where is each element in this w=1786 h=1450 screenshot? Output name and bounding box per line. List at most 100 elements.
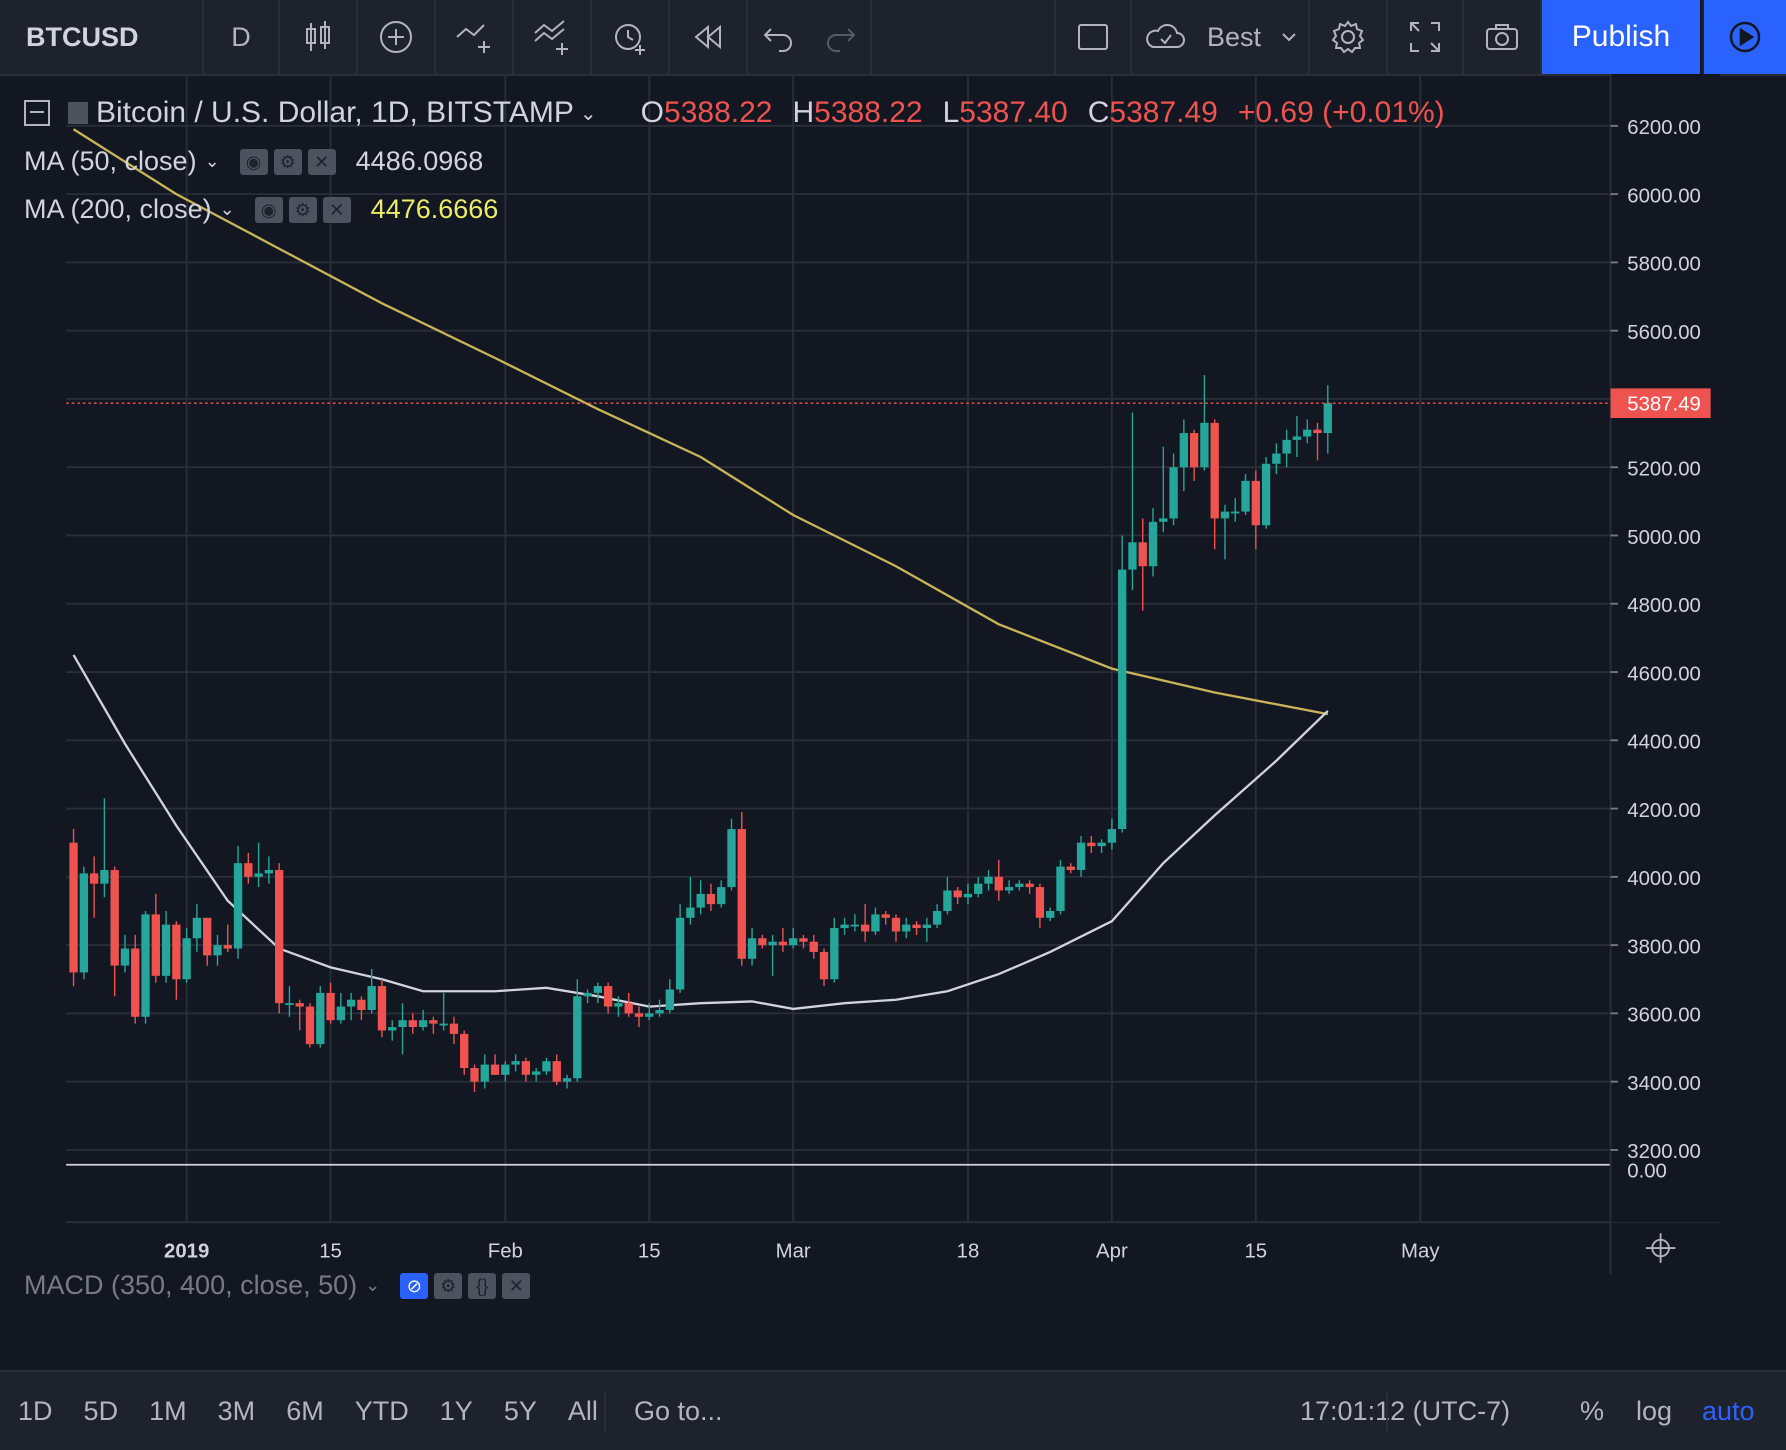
range-5y[interactable]: 5Y	[503, 1395, 537, 1426]
chevron-down-icon[interactable]: ⌄	[219, 199, 235, 219]
ma200-legend[interactable]: MA (200, close) ⌄ ◉ ⚙ ✕ 4476.6666	[24, 194, 498, 225]
gear-icon[interactable]: ⚙	[434, 1272, 463, 1299]
close-icon[interactable]: ✕	[307, 148, 336, 175]
candle-body	[1272, 453, 1281, 464]
alert-icon[interactable]	[592, 0, 670, 74]
candle-body	[871, 914, 880, 932]
gear-icon[interactable]: ⚙	[273, 148, 302, 175]
chart-style-dropdown[interactable]: Best	[1132, 0, 1310, 74]
redo-icon[interactable]	[820, 17, 860, 57]
candle	[521, 1057, 531, 1082]
candle-body	[213, 945, 222, 956]
indicators-icon[interactable]	[514, 0, 592, 74]
last-price-label: 5387.49	[1627, 394, 1701, 416]
low-label: L	[942, 96, 960, 129]
collapse-icon[interactable]	[24, 100, 50, 126]
last-price-badge	[1610, 388, 1711, 419]
range-all[interactable]: All	[567, 1395, 598, 1426]
macd-legend[interactable]: MACD (350, 400, close, 50) ⌄ ⊘ ⚙{} ✕	[24, 1270, 536, 1301]
auto-scale-icon[interactable]	[1645, 1233, 1676, 1263]
candle	[1159, 446, 1168, 533]
candle-body	[819, 951, 829, 980]
time-tick-label: 15	[638, 1240, 661, 1262]
candle-body	[593, 986, 603, 993]
goto-button[interactable]: Go to...	[634, 1372, 723, 1450]
price-tick-label: 5800.00	[1627, 254, 1701, 276]
range-6m[interactable]: 6M	[286, 1395, 324, 1426]
interval-button[interactable]: D	[204, 0, 280, 74]
candle-body	[1097, 842, 1106, 847]
candle	[182, 928, 191, 983]
candle-body	[1179, 433, 1189, 468]
divider	[1386, 1391, 1388, 1431]
eye-hidden-icon[interactable]: ⊘	[400, 1272, 429, 1299]
range-ytd[interactable]: YTD	[354, 1395, 409, 1426]
eye-icon[interactable]: ◉	[254, 196, 283, 223]
price-axis[interactable]: 6200.006000.005800.005600.005400.005200.…	[1609, 74, 1720, 1274]
price-tick-label: 3400.00	[1627, 1073, 1701, 1095]
candle-body	[1066, 866, 1075, 871]
candle-body	[1189, 433, 1199, 468]
range-3m[interactable]: 3M	[217, 1395, 256, 1426]
source-code-icon[interactable]: {}	[468, 1272, 497, 1299]
publish-label: Publish	[1571, 20, 1671, 53]
compare-icon[interactable]	[436, 0, 514, 74]
symbol-search-button[interactable]: BTCUSD	[0, 0, 204, 74]
ma50-legend[interactable]: MA (50, close) ⌄ ◉ ⚙ ✕ 4486.0968	[24, 146, 483, 177]
range-1y[interactable]: 1Y	[439, 1395, 473, 1426]
close-icon[interactable]: ✕	[502, 1272, 531, 1299]
clock[interactable]: 17:01:12 (UTC-7)	[1300, 1372, 1510, 1450]
percent-toggle[interactable]: %	[1580, 1372, 1604, 1450]
auto-toggle[interactable]: auto	[1702, 1372, 1755, 1450]
divider	[604, 1391, 606, 1431]
chevron-down-icon[interactable]: ⌄	[365, 1275, 381, 1295]
candle	[1035, 883, 1045, 929]
open-value: 5388.22	[664, 96, 773, 129]
range-5d[interactable]: 5D	[83, 1395, 119, 1426]
candle	[439, 992, 448, 1031]
candle-body	[120, 948, 130, 966]
candle-body	[1251, 480, 1260, 526]
chevron-down-icon[interactable]: ⌄	[204, 151, 220, 171]
candle	[1148, 508, 1158, 577]
chevron-down-icon[interactable]: ⌄	[579, 102, 597, 125]
candles-icon[interactable]	[280, 0, 358, 74]
candle-body	[614, 1003, 623, 1007]
candle	[408, 1013, 417, 1034]
eye-icon[interactable]: ◉	[239, 148, 268, 175]
candle	[69, 829, 78, 987]
publish-button[interactable]: Publish	[1542, 0, 1702, 74]
log-toggle[interactable]: log	[1636, 1372, 1672, 1450]
candle	[110, 866, 119, 997]
candle-body	[603, 986, 613, 1007]
layout-icon[interactable]	[1054, 0, 1132, 74]
fullscreen-icon[interactable]	[1388, 0, 1464, 74]
price-chart[interactable]: 6200.006000.005800.005600.005400.005200.…	[0, 74, 1786, 1274]
candle	[511, 1054, 520, 1072]
high-label: H	[792, 96, 815, 129]
range-1d[interactable]: 1D	[18, 1395, 53, 1426]
candle	[717, 880, 726, 908]
add-indicator-icon[interactable]	[358, 0, 436, 74]
candle	[1118, 535, 1127, 833]
candle	[1261, 456, 1271, 529]
candle	[1323, 385, 1332, 454]
settings-gear-icon[interactable]	[1310, 0, 1388, 74]
camera-icon[interactable]	[1464, 0, 1542, 74]
candle-body	[429, 1020, 438, 1024]
candle-body	[161, 924, 171, 976]
close-icon[interactable]: ✕	[322, 196, 351, 223]
candle-body	[1015, 883, 1024, 888]
range-1m[interactable]: 1M	[149, 1395, 187, 1426]
candle-body	[953, 890, 962, 898]
gear-icon[interactable]: ⚙	[288, 196, 317, 223]
candle	[1128, 412, 1137, 591]
candle-body	[706, 893, 716, 905]
undo-icon[interactable]	[759, 17, 799, 57]
play-icon[interactable]	[1704, 0, 1786, 74]
replay-icon[interactable]	[670, 0, 748, 74]
interval-label: D	[231, 21, 251, 52]
clock-label: 17:01:12 (UTC-7)	[1300, 1395, 1511, 1426]
time-axis[interactable]: 2019 15 Feb 15 Mar 18 Apr 15 May	[164, 1240, 1440, 1262]
